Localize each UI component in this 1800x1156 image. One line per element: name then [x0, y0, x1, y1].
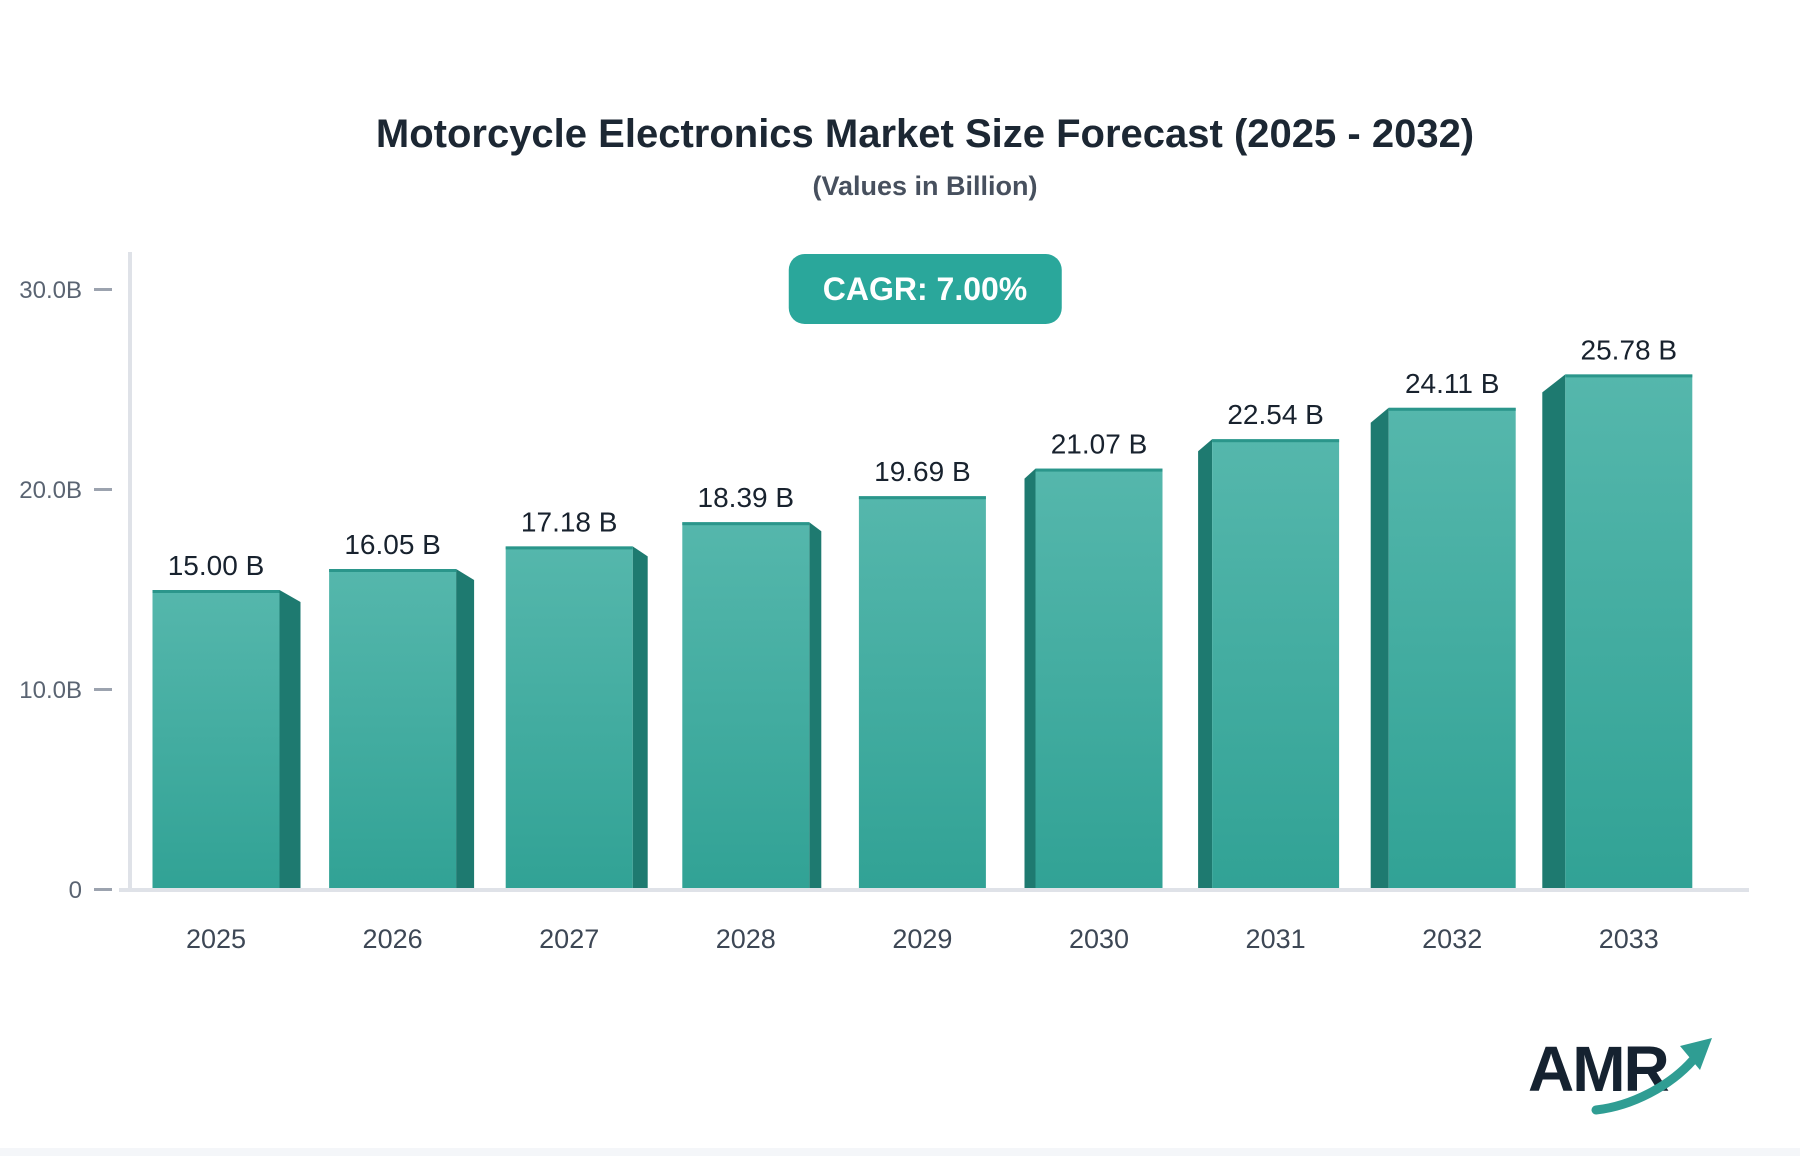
x-axis-label-2030: 2030: [1069, 924, 1129, 954]
bottom-strip: [0, 1148, 1800, 1156]
y-axis-label: 10.0B: [19, 677, 82, 704]
bar-value-label-2029: 19.69 B: [874, 456, 971, 487]
x-axis-label-2025: 2025: [186, 924, 246, 954]
trend-up-arrow-icon: [1591, 1038, 1712, 1115]
bar-top-edge-2030: [1035, 468, 1163, 472]
bar-top-edge-2031: [1212, 439, 1340, 443]
bar-value-label-2027: 17.18 B: [521, 506, 618, 537]
chart-subtitle: (Values in Billion): [812, 171, 1038, 201]
bar-side-face-2030: [1024, 468, 1036, 890]
bar-value-label-2030: 21.07 B: [1051, 429, 1148, 460]
y-axis-label: 30.0B: [19, 277, 82, 304]
bar-2026[interactable]: [329, 569, 457, 890]
bar-2032[interactable]: [1388, 407, 1516, 890]
bar-value-label-2028: 18.39 B: [698, 482, 795, 513]
page-title: Motorcycle Electronics Market Size Forec…: [375, 112, 1475, 156]
y-axis-tick: [94, 288, 112, 291]
y-axis-tick: [94, 688, 112, 691]
bar-value-label-2033: 25.78 B: [1581, 334, 1678, 365]
bar-side-face-2027: [632, 546, 648, 890]
bar-side-face-2031: [1198, 439, 1213, 890]
bar-side-face-2026: [456, 569, 475, 890]
x-axis-line: [119, 888, 1749, 892]
bar-top-edge-2025: [152, 590, 280, 593]
bar-2033[interactable]: [1565, 374, 1693, 890]
bar-side-face-2033: [1542, 374, 1566, 890]
y-axis-label: 20.0B: [19, 477, 82, 504]
bar-2027[interactable]: [505, 546, 633, 890]
x-axis-label-2033: 2033: [1599, 924, 1659, 954]
y-axis-label: 0: [69, 877, 82, 904]
x-axis-label-2027: 2027: [539, 924, 599, 954]
bar-2031[interactable]: [1212, 439, 1340, 890]
x-axis-label-2031: 2031: [1246, 924, 1306, 954]
bar-value-label-2025: 15.00 B: [168, 550, 265, 581]
bar-side-face-2025: [279, 590, 301, 890]
bar-top-edge-2029: [858, 496, 986, 500]
y-axis-tick: [94, 488, 112, 491]
bar-side-face-2032: [1370, 407, 1389, 890]
bar-top-edge-2026: [329, 569, 457, 572]
y-axis-line: [128, 252, 132, 892]
bar-2030[interactable]: [1035, 468, 1163, 890]
bar-top-edge-2027: [505, 546, 633, 550]
x-axis-label-2029: 2029: [892, 924, 952, 954]
bar-side-face-2028: [809, 522, 822, 890]
bar-top-edge-2033: [1565, 374, 1693, 378]
bar-value-label-2026: 16.05 B: [344, 529, 441, 560]
bar-top-edge-2032: [1388, 407, 1516, 411]
bar-2028[interactable]: [682, 522, 810, 890]
y-axis-tick: [94, 888, 112, 891]
bar-value-label-2032: 24.11 B: [1405, 368, 1499, 399]
bar-value-label-2031: 22.54 B: [1227, 399, 1324, 430]
bar-2029[interactable]: [858, 496, 986, 890]
x-axis-label-2028: 2028: [716, 924, 776, 954]
x-axis-label-2032: 2032: [1422, 924, 1482, 954]
amr-logo: AMR: [1528, 1034, 1718, 1120]
x-axis-label-2026: 2026: [363, 924, 423, 954]
bar-2025[interactable]: [152, 590, 280, 890]
cagr-badge: CAGR: 7.00%: [788, 254, 1062, 324]
bar-top-edge-2028: [682, 522, 810, 526]
